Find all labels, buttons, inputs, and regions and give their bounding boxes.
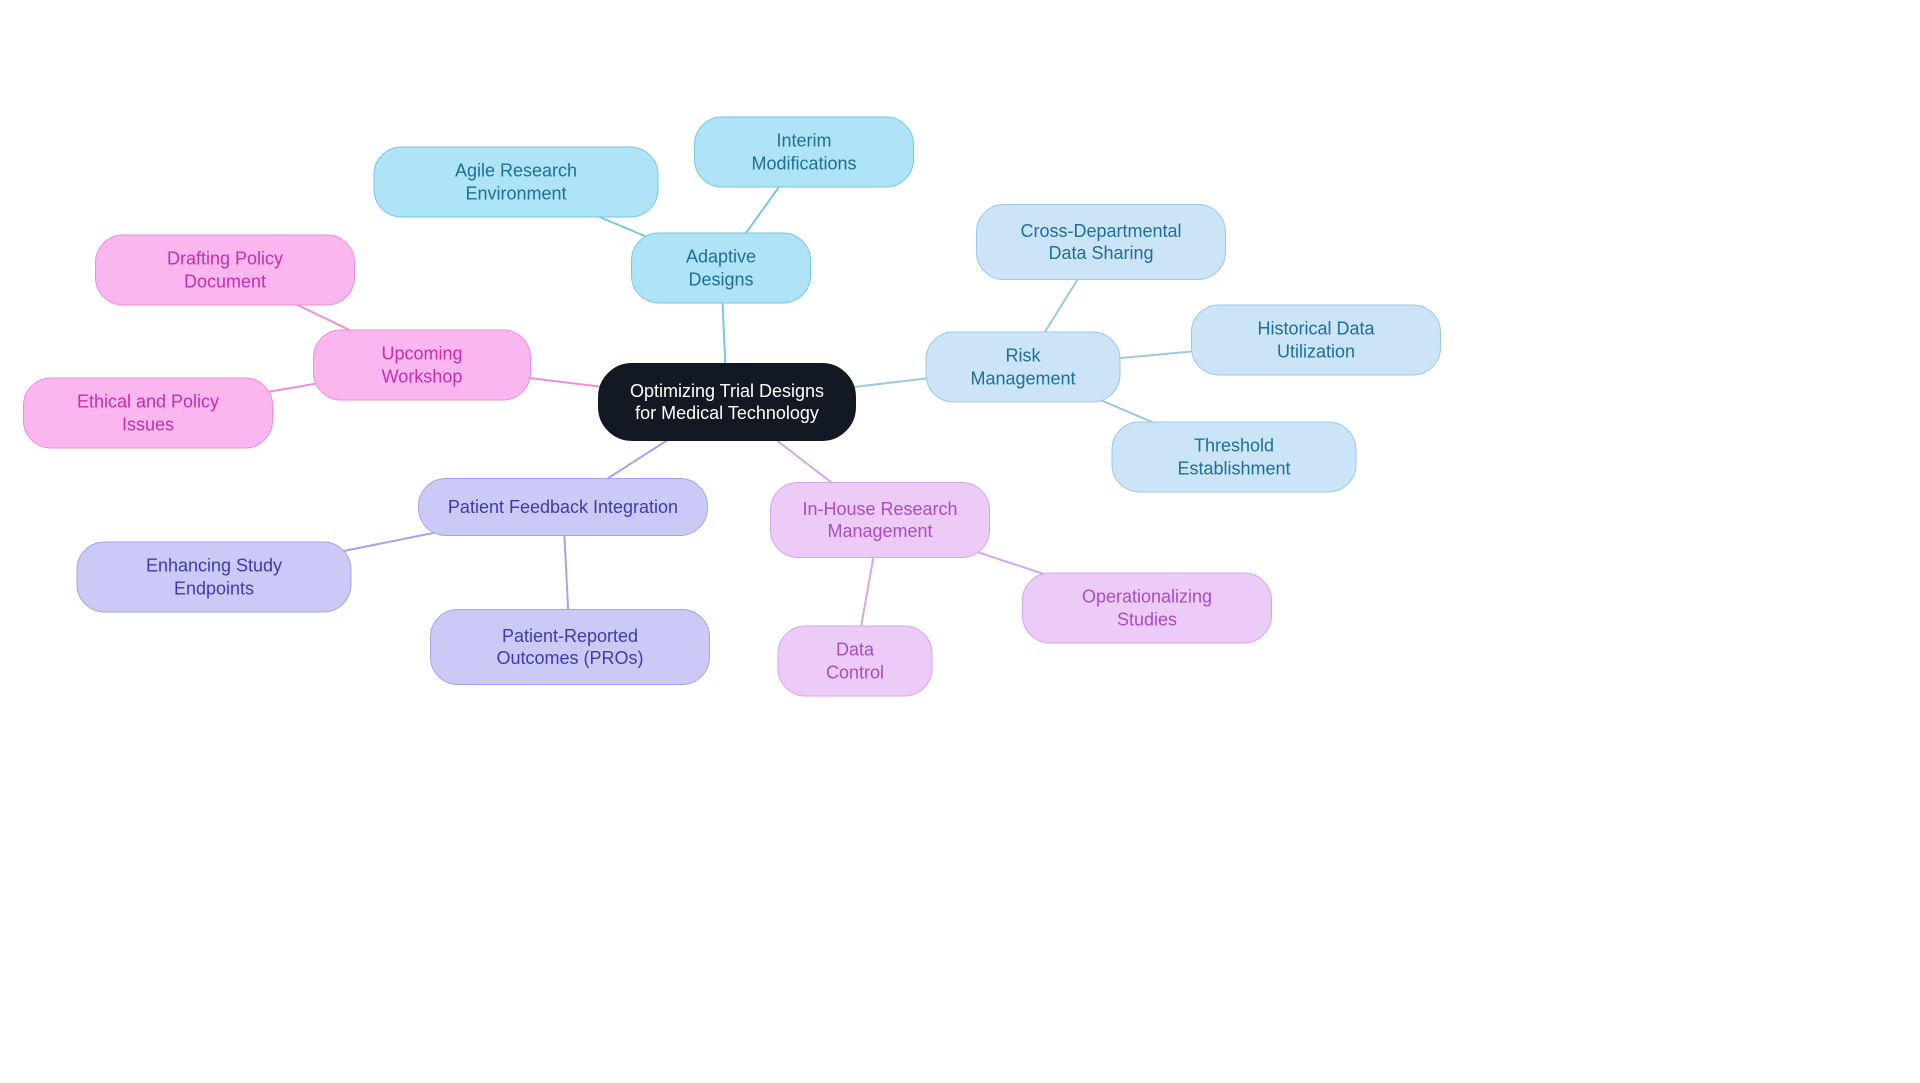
leaf-histdata: Historical Data Utilization	[1191, 305, 1441, 376]
branch-workshop-label: Upcoming Workshop	[342, 343, 502, 388]
leaf-interim: Interim Modifications	[694, 117, 914, 188]
leaf-draft-label: Drafting Policy Document	[124, 248, 326, 293]
center-node: Optimizing Trial Designs for Medical Tec…	[598, 363, 856, 441]
leaf-agile-label: Agile Research Environment	[403, 160, 630, 205]
leaf-crossdep-label: Cross-Departmental Data Sharing	[1005, 220, 1197, 265]
branch-risk: Risk Management	[926, 332, 1121, 403]
leaf-pros: Patient-Reported Outcomes (PROs)	[430, 609, 710, 685]
leaf-ethics: Ethical and Policy Issues	[23, 378, 273, 449]
leaf-datactl-label: Data Control	[807, 639, 904, 684]
leaf-pros-label: Patient-Reported Outcomes (PROs)	[459, 625, 681, 670]
leaf-ethics-label: Ethical and Policy Issues	[52, 391, 244, 436]
branch-adaptive: Adaptive Designs	[631, 233, 811, 304]
leaf-agile: Agile Research Environment	[374, 147, 659, 218]
leaf-endpoints-label: Enhancing Study Endpoints	[106, 555, 323, 600]
leaf-threshold: Threshold Establishment	[1112, 422, 1357, 493]
leaf-crossdep: Cross-Departmental Data Sharing	[976, 204, 1226, 280]
branch-feedback-label: Patient Feedback Integration	[448, 496, 678, 519]
branch-workshop: Upcoming Workshop	[313, 330, 531, 401]
leaf-endpoints: Enhancing Study Endpoints	[77, 542, 352, 613]
leaf-opstudies: Operationalizing Studies	[1022, 573, 1272, 644]
leaf-datactl: Data Control	[778, 626, 933, 697]
branch-feedback: Patient Feedback Integration	[418, 478, 708, 536]
leaf-interim-label: Interim Modifications	[723, 130, 885, 175]
leaf-draft: Drafting Policy Document	[95, 235, 355, 306]
leaf-histdata-label: Historical Data Utilization	[1220, 318, 1412, 363]
branch-adaptive-label: Adaptive Designs	[660, 246, 782, 291]
branch-inhouse: In-House Research Management	[770, 482, 990, 558]
branch-inhouse-label: In-House Research Management	[799, 498, 961, 543]
leaf-opstudies-label: Operationalizing Studies	[1051, 586, 1243, 631]
center-node-label: Optimizing Trial Designs for Medical Tec…	[627, 380, 827, 425]
branch-risk-label: Risk Management	[955, 345, 1092, 390]
leaf-threshold-label: Threshold Establishment	[1141, 435, 1328, 480]
